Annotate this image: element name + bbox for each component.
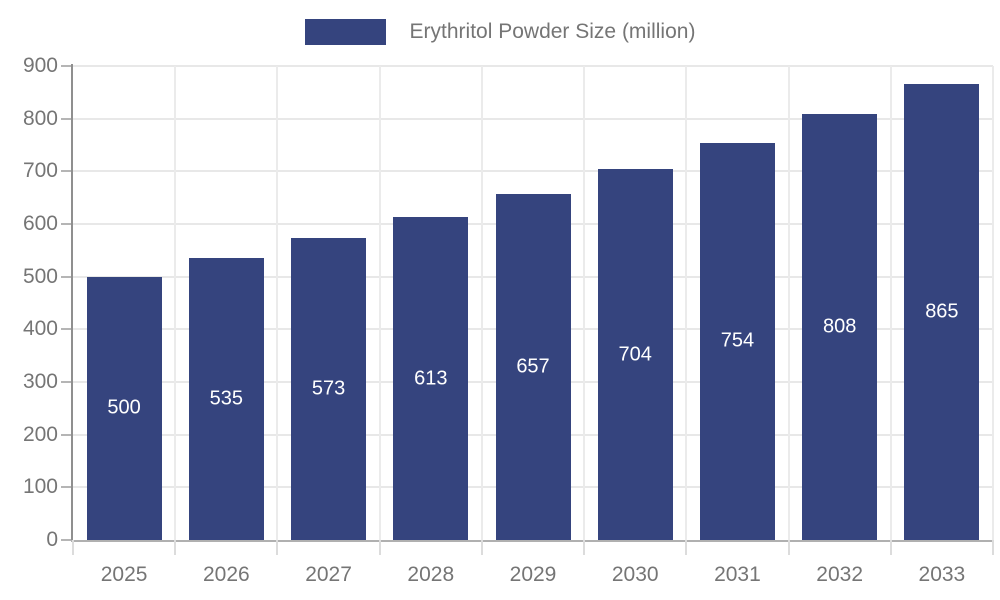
x-axis-tick bbox=[685, 540, 688, 555]
x-axis-category-label: 2026 bbox=[202, 563, 250, 586]
bar-2033: 865 bbox=[904, 84, 980, 540]
bar-value-label: 613 bbox=[414, 367, 448, 390]
gridline-vertical bbox=[276, 66, 279, 540]
x-axis-tick bbox=[583, 540, 586, 555]
x-axis-category-label: 2025 bbox=[100, 563, 148, 586]
x-axis-category-label: 2029 bbox=[509, 563, 557, 586]
y-axis-tick bbox=[61, 539, 71, 541]
y-axis-tick bbox=[61, 117, 71, 120]
y-axis-tick-label: 900 bbox=[22, 54, 58, 77]
y-axis-tick bbox=[61, 486, 71, 489]
legend-swatch-icon bbox=[304, 19, 386, 45]
gridline-vertical bbox=[889, 66, 892, 540]
bar-value-label: 704 bbox=[618, 343, 652, 366]
y-axis-tick-label: 500 bbox=[22, 264, 58, 288]
chart-legend: Erythritol Powder Size (million) bbox=[0, 18, 1000, 46]
y-axis-tick bbox=[61, 170, 71, 173]
x-axis-tick bbox=[276, 540, 279, 555]
x-axis-tick bbox=[992, 540, 994, 555]
y-axis-tick bbox=[61, 275, 71, 278]
x-axis-category-label: 2028 bbox=[407, 563, 455, 586]
gridline-vertical bbox=[787, 66, 790, 540]
x-axis-tick bbox=[889, 540, 892, 555]
bar-2025: 500 bbox=[86, 276, 162, 540]
x-axis-tick bbox=[480, 540, 483, 555]
gridline-vertical bbox=[480, 66, 483, 540]
bar-value-label: 754 bbox=[720, 329, 755, 352]
y-axis-tick-label: 700 bbox=[22, 159, 58, 183]
gridline-horizontal bbox=[73, 170, 993, 173]
bar-value-label: 573 bbox=[311, 377, 346, 400]
bar-2031: 754 bbox=[699, 142, 775, 540]
y-axis-labels: 0 100 200 300 400 500 600 700 800 900 bbox=[0, 54, 58, 551]
x-axis-category-label: 2032 bbox=[816, 563, 864, 586]
gridline-vertical bbox=[583, 66, 586, 540]
plot-area: 500 535 573 613 657 704 754 808 865 bbox=[61, 64, 994, 555]
x-axis-category-label: 2027 bbox=[305, 563, 352, 586]
gridline-vertical bbox=[378, 66, 381, 540]
y-axis-tick-label: 400 bbox=[22, 317, 58, 341]
bar-2028: 613 bbox=[393, 217, 469, 540]
x-axis-line bbox=[71, 540, 993, 542]
x-axis-labels: 2025 2026 2027 2028 2029 2030 2031 2032 2033 bbox=[73, 558, 993, 592]
x-axis-tick bbox=[72, 540, 74, 555]
y-axis-tick-label: 600 bbox=[22, 212, 58, 235]
x-axis-tick bbox=[787, 540, 790, 555]
bar-value-label: 500 bbox=[107, 396, 141, 419]
y-axis-tick-label: 200 bbox=[22, 422, 58, 446]
y-axis-tick-label: 0 bbox=[46, 528, 58, 551]
gridline-vertical bbox=[685, 66, 688, 540]
y-axis-tick bbox=[61, 381, 71, 383]
bar-2032: 808 bbox=[802, 114, 878, 540]
y-axis-tick bbox=[61, 433, 71, 436]
legend-label: Erythritol Powder Size (million) bbox=[409, 20, 696, 43]
y-axis-tick bbox=[61, 65, 71, 68]
x-axis-tick bbox=[174, 540, 177, 555]
bar-value-label: 535 bbox=[209, 387, 244, 410]
gridline-vertical bbox=[992, 66, 994, 540]
y-axis-line bbox=[71, 64, 73, 540]
y-axis-tick-label: 800 bbox=[22, 106, 58, 130]
x-axis-category-label: 2030 bbox=[611, 563, 659, 586]
bar-value-label: 808 bbox=[822, 315, 857, 338]
y-axis-tick bbox=[61, 328, 71, 331]
gridline-horizontal bbox=[73, 65, 993, 68]
x-axis-tick bbox=[378, 540, 381, 555]
bar-2030: 704 bbox=[597, 169, 673, 540]
x-axis-category-label: 2033 bbox=[918, 563, 966, 586]
bar-2029: 657 bbox=[495, 193, 571, 540]
y-axis-tick-label: 300 bbox=[22, 370, 58, 393]
y-axis-tick-label: 100 bbox=[22, 475, 58, 499]
gridline-horizontal bbox=[73, 117, 993, 120]
bar-value-label: 657 bbox=[516, 355, 550, 378]
bar-2027: 573 bbox=[291, 238, 367, 540]
bar-2026: 535 bbox=[188, 258, 264, 540]
bar-value-label: 865 bbox=[925, 300, 959, 323]
gridline-vertical bbox=[174, 66, 177, 540]
y-axis-tick bbox=[61, 223, 71, 225]
x-axis-category-label: 2031 bbox=[714, 563, 761, 586]
